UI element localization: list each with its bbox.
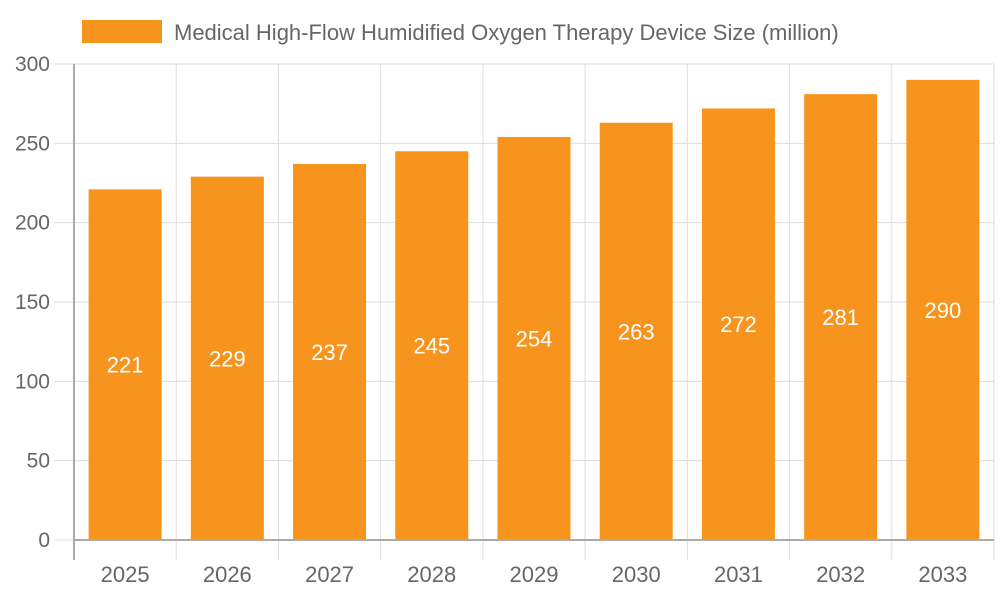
data-label: 245 bbox=[413, 334, 450, 359]
bar-2027[interactable] bbox=[293, 163, 367, 540]
data-label: 254 bbox=[516, 326, 553, 351]
y-tick-label: 0 bbox=[38, 529, 50, 552]
x-tick-label: 2029 bbox=[510, 562, 559, 587]
bar-2033[interactable] bbox=[906, 79, 980, 540]
legend-label: Medical High-Flow Humidified Oxygen Ther… bbox=[174, 20, 839, 45]
bar-2031[interactable] bbox=[701, 108, 775, 540]
x-tick-label: 2030 bbox=[612, 562, 661, 587]
x-tick-label: 2027 bbox=[305, 562, 354, 587]
x-tick-label: 2026 bbox=[203, 562, 252, 587]
y-tick-label: 200 bbox=[15, 212, 50, 235]
data-label: 290 bbox=[925, 298, 962, 323]
data-label: 237 bbox=[311, 340, 348, 365]
x-tick-label: 2033 bbox=[918, 562, 967, 587]
bar-2026[interactable] bbox=[190, 176, 264, 541]
bar-2029[interactable] bbox=[497, 136, 571, 540]
x-tick-label: 2025 bbox=[101, 562, 150, 587]
bar-2030[interactable] bbox=[599, 122, 673, 540]
data-label: 263 bbox=[618, 319, 655, 344]
x-tick-label: 2031 bbox=[714, 562, 763, 587]
bar-2032[interactable] bbox=[804, 94, 878, 540]
x-tick-label: 2028 bbox=[407, 562, 456, 587]
y-tick-label: 150 bbox=[15, 291, 50, 314]
data-label: 272 bbox=[720, 312, 757, 337]
data-label: 281 bbox=[822, 305, 859, 330]
x-tick-label: 2032 bbox=[816, 562, 865, 587]
axes: 0 50 100 150 200 250 300 2025 2026 2027 2028 2029 20… bbox=[15, 53, 994, 587]
y-tick-label: 300 bbox=[15, 53, 50, 76]
bar-2025[interactable] bbox=[88, 189, 162, 540]
data-label: 221 bbox=[107, 353, 144, 378]
bars: 221 229 237 245 254 263 272 281 290 bbox=[88, 79, 980, 541]
legend-swatch bbox=[82, 20, 162, 43]
y-tick-label: 100 bbox=[15, 370, 50, 393]
y-tick-label: 250 bbox=[15, 132, 50, 155]
y-tick-label: 50 bbox=[27, 450, 50, 473]
legend[interactable]: Medical High-Flow Humidified Oxygen Ther… bbox=[82, 20, 839, 45]
data-label: 229 bbox=[209, 346, 246, 371]
bar-2028[interactable] bbox=[395, 151, 469, 540]
